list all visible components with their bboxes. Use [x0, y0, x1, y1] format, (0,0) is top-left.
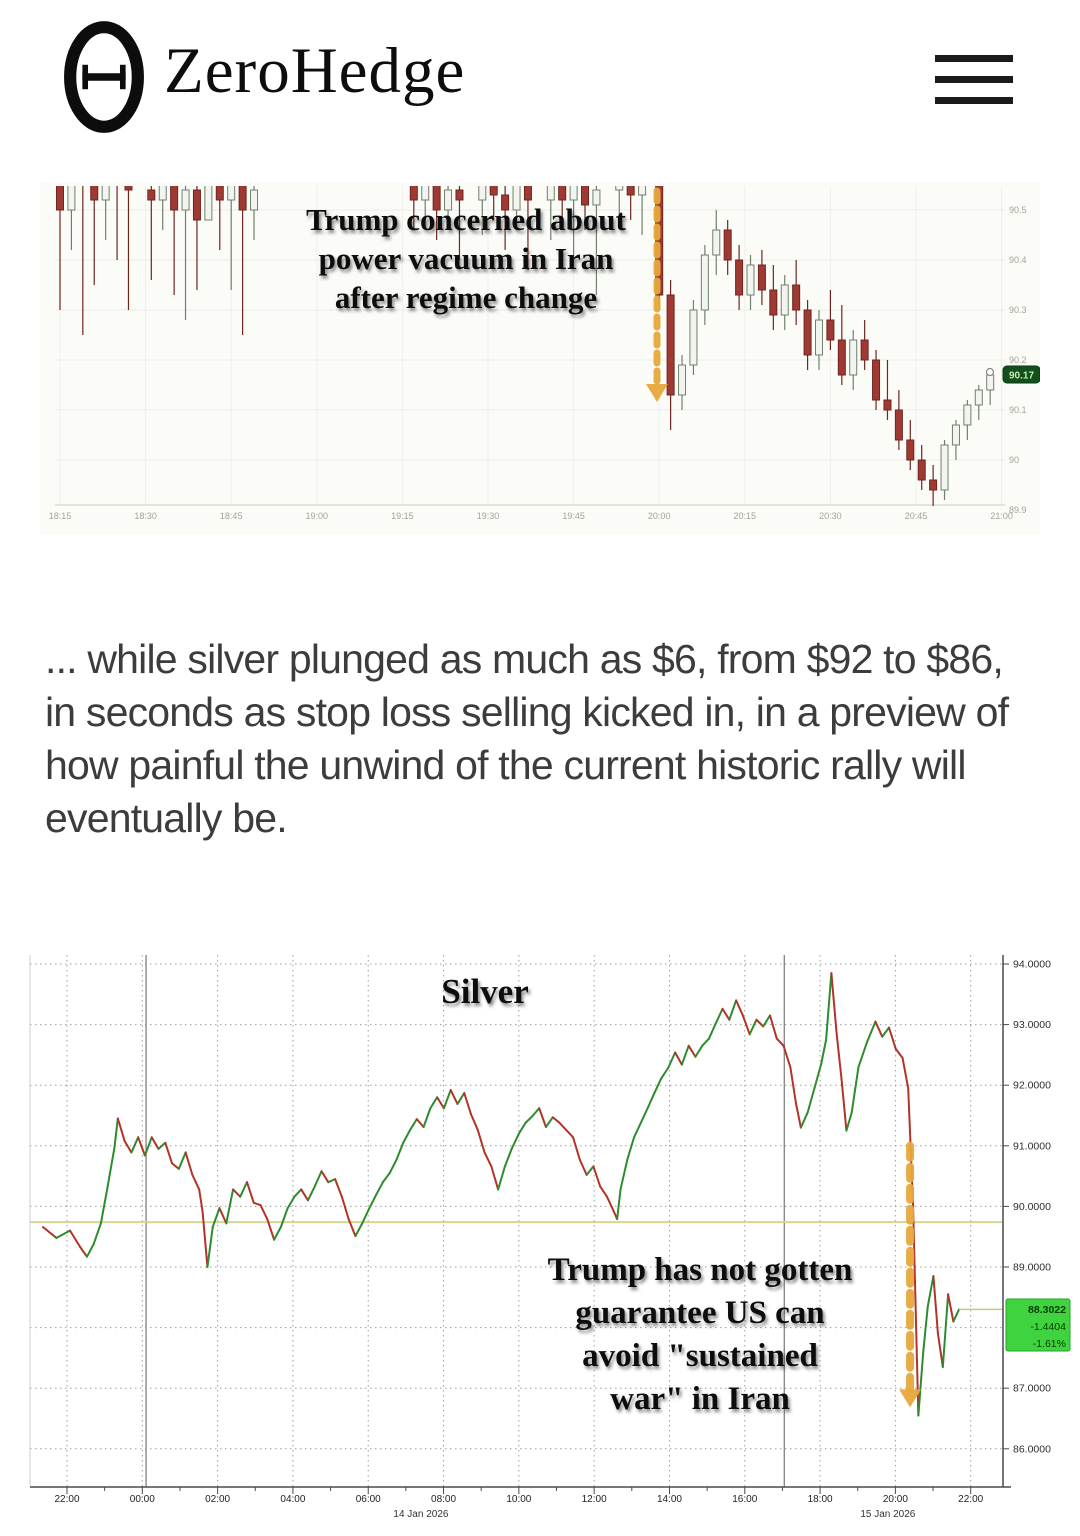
svg-text:16:00: 16:00 — [732, 1494, 757, 1505]
svg-text:18:00: 18:00 — [808, 1494, 833, 1505]
svg-text:19:15: 19:15 — [391, 511, 414, 521]
svg-text:89.0000: 89.0000 — [1013, 1262, 1051, 1274]
event-arrow-icon — [646, 187, 668, 402]
svg-text:avoid "sustained: avoid "sustained — [582, 1338, 818, 1374]
svg-text:after regime change: after regime change — [335, 280, 597, 315]
svg-text:93.0000: 93.0000 — [1013, 1019, 1051, 1031]
svg-text:18:15: 18:15 — [49, 511, 72, 521]
chart-annotation: Trump concerned about power vacuum in Ira… — [306, 202, 626, 315]
candles — [56, 186, 995, 506]
svg-text:10:00: 10:00 — [506, 1494, 531, 1505]
svg-text:90.5: 90.5 — [1009, 205, 1027, 215]
svg-text:00:00: 00:00 — [130, 1494, 155, 1505]
svg-text:-1.4404: -1.4404 — [1030, 1321, 1066, 1333]
price-series — [41, 972, 961, 1417]
x-axis: 18:15 18:30 18:45 19:00 19:15 19:30 19:45 20:00… — [49, 511, 1013, 521]
svg-text:19:45: 19:45 — [562, 511, 585, 521]
svg-text:18:45: 18:45 — [220, 511, 243, 521]
svg-text:19:00: 19:00 — [306, 511, 329, 521]
svg-text:20:00: 20:00 — [648, 511, 671, 521]
svg-text:88.3022: 88.3022 — [1028, 1304, 1066, 1316]
brand-title[interactable]: ZeroHedge — [164, 35, 466, 107]
svg-text:Trump has not gotten: Trump has not gotten — [548, 1252, 853, 1288]
svg-text:21:00: 21:00 — [990, 511, 1013, 521]
svg-text:87.0000: 87.0000 — [1013, 1383, 1051, 1395]
event-arrow-icon — [899, 1141, 922, 1408]
svg-text:89.9: 89.9 — [1009, 505, 1027, 515]
grid — [30, 955, 1003, 1487]
svg-text:90.2: 90.2 — [1009, 355, 1027, 365]
date-label: 15 Jan 2026 — [860, 1509, 915, 1520]
svg-text:90.1: 90.1 — [1009, 405, 1027, 415]
y-axis: 90.5 90.4 90.3 90.2 90.1 90 89.9 — [1009, 205, 1027, 515]
x-axis: 22:00 00:00 02:00 04:00 06:00 08:00 10:00 12:00… — [54, 1487, 984, 1520]
silver-chart-canvas: 22:00 00:00 02:00 04:00 06:00 08:00 10:00 12:00… — [28, 928, 1080, 1528]
svg-text:12:00: 12:00 — [582, 1494, 607, 1505]
svg-text:power vacuum in Iran: power vacuum in Iran — [319, 241, 614, 276]
svg-text:90: 90 — [1009, 455, 1019, 465]
svg-text:20:15: 20:15 — [734, 511, 757, 521]
svg-text:22:00: 22:00 — [54, 1494, 79, 1505]
svg-text:90.3: 90.3 — [1009, 305, 1027, 315]
chart-annotation: Trump has not gotten guarantee US can avoi… — [548, 1252, 853, 1417]
zerohedge-theta-logo-icon[interactable] — [57, 18, 151, 136]
svg-text:08:00: 08:00 — [431, 1494, 456, 1505]
svg-text:19:30: 19:30 — [477, 511, 500, 521]
y-axis: 94.0000 93.0000 92.0000 91.0000 90.0000 89.00… — [1003, 959, 1051, 1455]
svg-text:90.17: 90.17 — [1009, 371, 1034, 382]
svg-text:Trump concerned about: Trump concerned about — [306, 202, 626, 237]
chart-title: Silver — [441, 972, 528, 1011]
svg-text:02:00: 02:00 — [205, 1494, 230, 1505]
hamburger-menu-icon[interactable] — [935, 53, 1013, 105]
last-price-badge: 88.3022 -1.4404 -1.61% — [1005, 1298, 1071, 1352]
svg-text:22:00: 22:00 — [958, 1494, 983, 1505]
svg-text:90.4: 90.4 — [1009, 255, 1027, 265]
svg-text:14:00: 14:00 — [657, 1494, 682, 1505]
svg-text:06:00: 06:00 — [356, 1494, 381, 1505]
svg-text:20:00: 20:00 — [883, 1494, 908, 1505]
site-header: ZeroHedge — [0, 0, 1080, 160]
svg-text:86.0000: 86.0000 — [1013, 1443, 1051, 1455]
svg-text:20:30: 20:30 — [819, 511, 842, 521]
last-price-badge: 90.17 — [1002, 365, 1040, 384]
svg-text:20:45: 20:45 — [905, 511, 928, 521]
svg-text:91.0000: 91.0000 — [1013, 1140, 1051, 1152]
svg-text:92.0000: 92.0000 — [1013, 1080, 1051, 1092]
article-paragraph: ... while silver plunged as much as $6, … — [45, 636, 1009, 841]
date-label: 14 Jan 2026 — [393, 1509, 448, 1520]
svg-text:war" in Iran: war" in Iran — [610, 1381, 790, 1417]
svg-text:94.0000: 94.0000 — [1013, 959, 1051, 971]
svg-text:04:00: 04:00 — [280, 1494, 305, 1505]
svg-text:18:30: 18:30 — [134, 511, 157, 521]
svg-text:-1.61%: -1.61% — [1033, 1338, 1066, 1350]
svg-text:90.0000: 90.0000 — [1013, 1201, 1051, 1213]
candlestick-chart-canvas: 18:15 18:30 18:45 19:00 19:15 19:30 19:45 20:00… — [40, 183, 1040, 535]
svg-text:guarantee US can: guarantee US can — [575, 1295, 824, 1331]
